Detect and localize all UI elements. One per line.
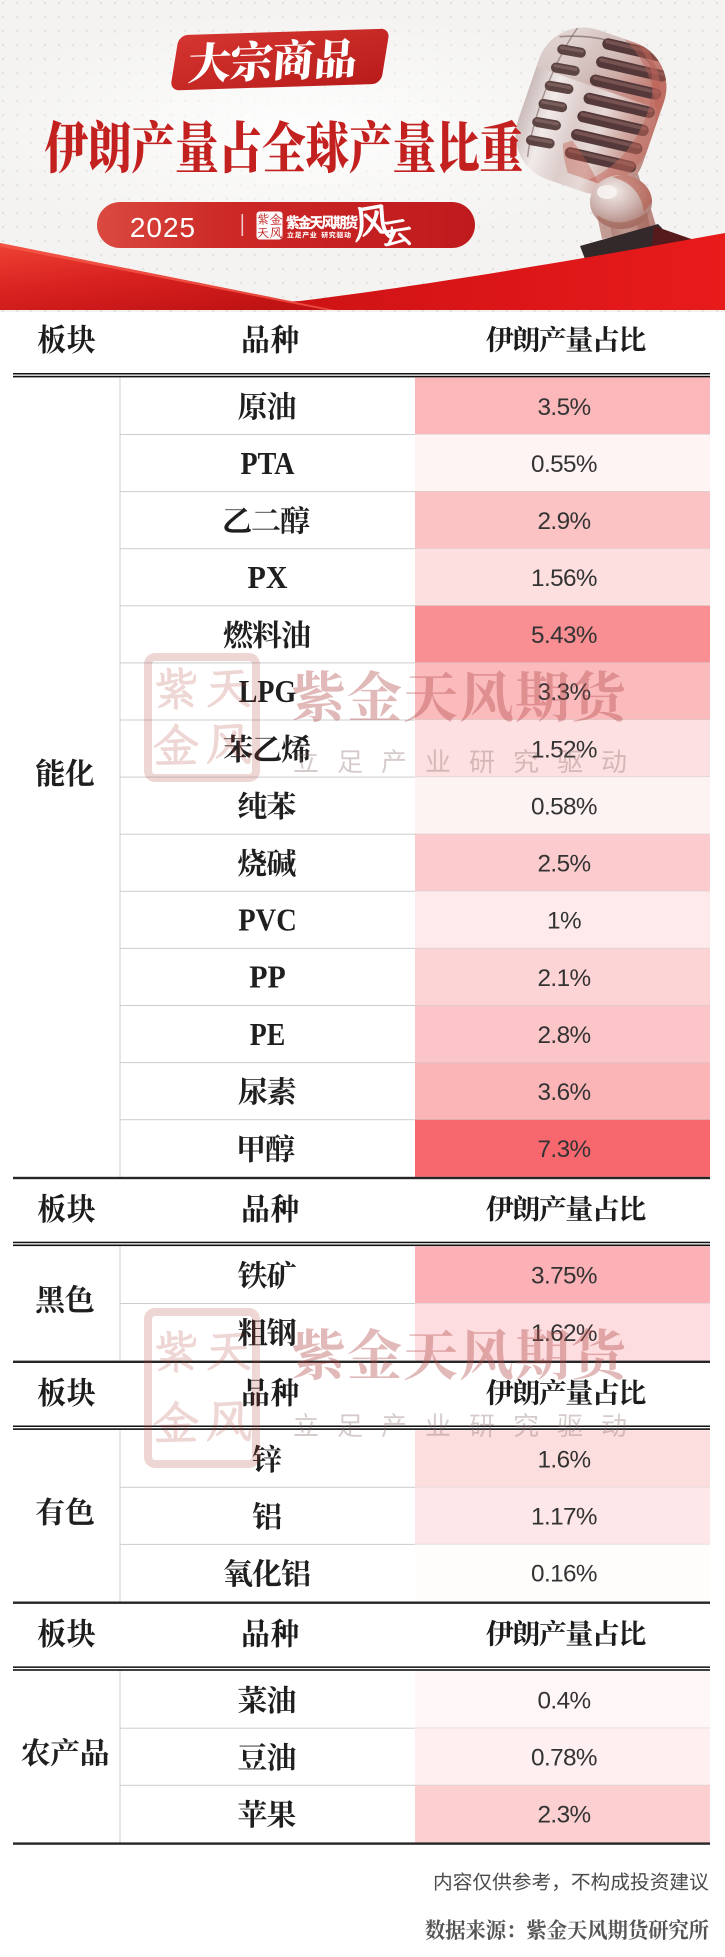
svg-text:3.75%: 3.75%: [531, 1263, 597, 1290]
svg-text:7.3%: 7.3%: [538, 1136, 591, 1163]
svg-text:5.43%: 5.43%: [531, 622, 597, 649]
svg-text:2.1%: 2.1%: [538, 965, 591, 992]
svg-text:2025: 2025: [130, 212, 196, 243]
svg-text:2.9%: 2.9%: [538, 508, 591, 535]
svg-text:PTA: PTA: [241, 445, 295, 481]
svg-text:1.6%: 1.6%: [538, 1447, 591, 1474]
svg-text:PE: PE: [250, 1016, 286, 1052]
svg-text:PVC: PVC: [238, 902, 297, 938]
svg-text:0.16%: 0.16%: [531, 1561, 597, 1588]
svg-text:1.56%: 1.56%: [531, 565, 597, 592]
svg-text:PP: PP: [249, 959, 286, 995]
svg-text:0.58%: 0.58%: [531, 794, 597, 821]
svg-text:2.5%: 2.5%: [538, 851, 591, 878]
svg-text:2.3%: 2.3%: [538, 1802, 591, 1829]
svg-text:2.8%: 2.8%: [538, 1022, 591, 1049]
svg-text:0.55%: 0.55%: [531, 451, 597, 478]
svg-text:1.17%: 1.17%: [531, 1504, 597, 1531]
svg-text:0.4%: 0.4%: [538, 1687, 591, 1714]
svg-text:PX: PX: [248, 559, 288, 595]
svg-text:1.52%: 1.52%: [531, 736, 597, 763]
svg-text:3.6%: 3.6%: [538, 1079, 591, 1106]
svg-text:0.78%: 0.78%: [531, 1745, 597, 1772]
svg-text:3.5%: 3.5%: [538, 394, 591, 421]
svg-text:1%: 1%: [547, 908, 581, 935]
